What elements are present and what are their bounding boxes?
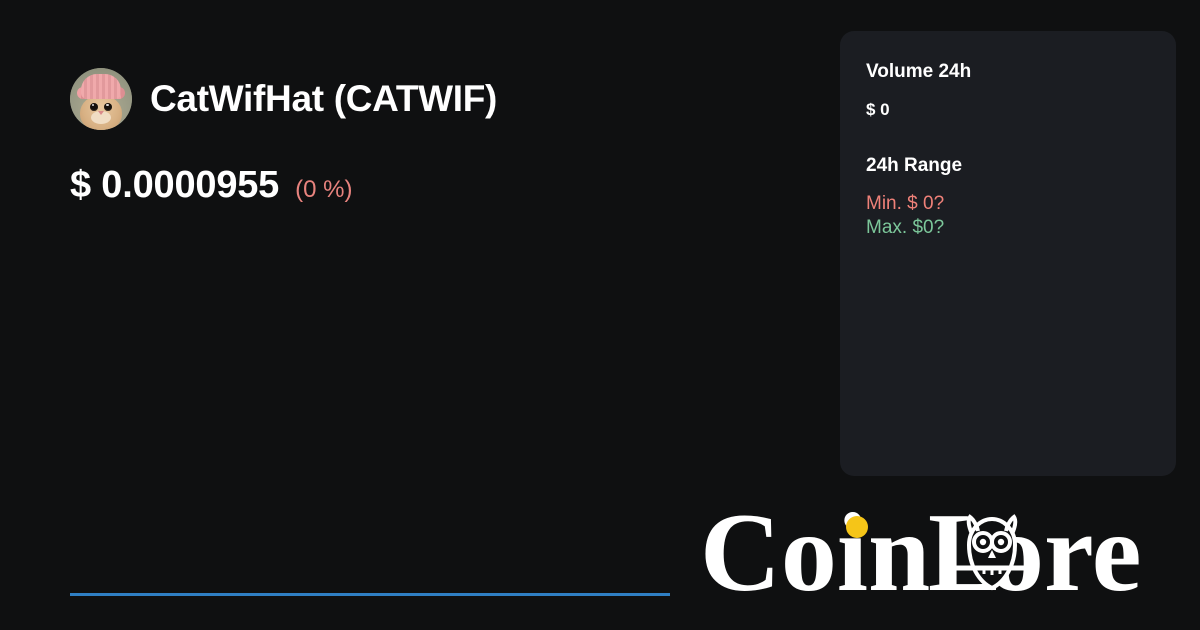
coin-header: CatWifHat (CATWIF): [70, 60, 810, 138]
price-row: $ 0.0000955 (0 %): [70, 164, 810, 207]
cat-snout-icon: [91, 111, 111, 125]
yellow-dot-icon: [846, 516, 868, 538]
cat-eye-right-icon: [104, 102, 113, 111]
owl-icon: [955, 514, 1030, 591]
coinlore-logo: Coin L ore: [700, 498, 1196, 616]
coin-summary-panel: CatWifHat (CATWIF) $ 0.0000955 (0 %): [70, 60, 810, 207]
price-change-badge: (0 %): [295, 176, 353, 203]
page-title: CatWifHat (CATWIF): [150, 78, 498, 119]
range-block: 24h Range Min. $ 0? Max. $0?: [866, 153, 1150, 240]
bottom-divider: [70, 593, 670, 596]
range-24h-label: 24h Range: [866, 155, 963, 177]
coin-price: $ 0.0000955: [70, 164, 280, 206]
cat-with-pink-hat-avatar: [70, 68, 132, 130]
pink-knit-hat-icon: [81, 73, 121, 99]
cat-nose-icon: [98, 110, 104, 115]
volume-24h-label: Volume 24h: [866, 61, 972, 82]
range-min-value: Min. $ 0?: [866, 192, 945, 214]
cat-eye-left-icon: [89, 102, 98, 111]
stats-card: Volume 24h $ 0 24h Range Min. $ 0? Max. …: [840, 31, 1176, 476]
logo-text-coin: Coin: [700, 498, 930, 615]
volume-24h-value: $ 0: [866, 99, 890, 119]
range-max-value: Max. $0?: [866, 216, 945, 238]
